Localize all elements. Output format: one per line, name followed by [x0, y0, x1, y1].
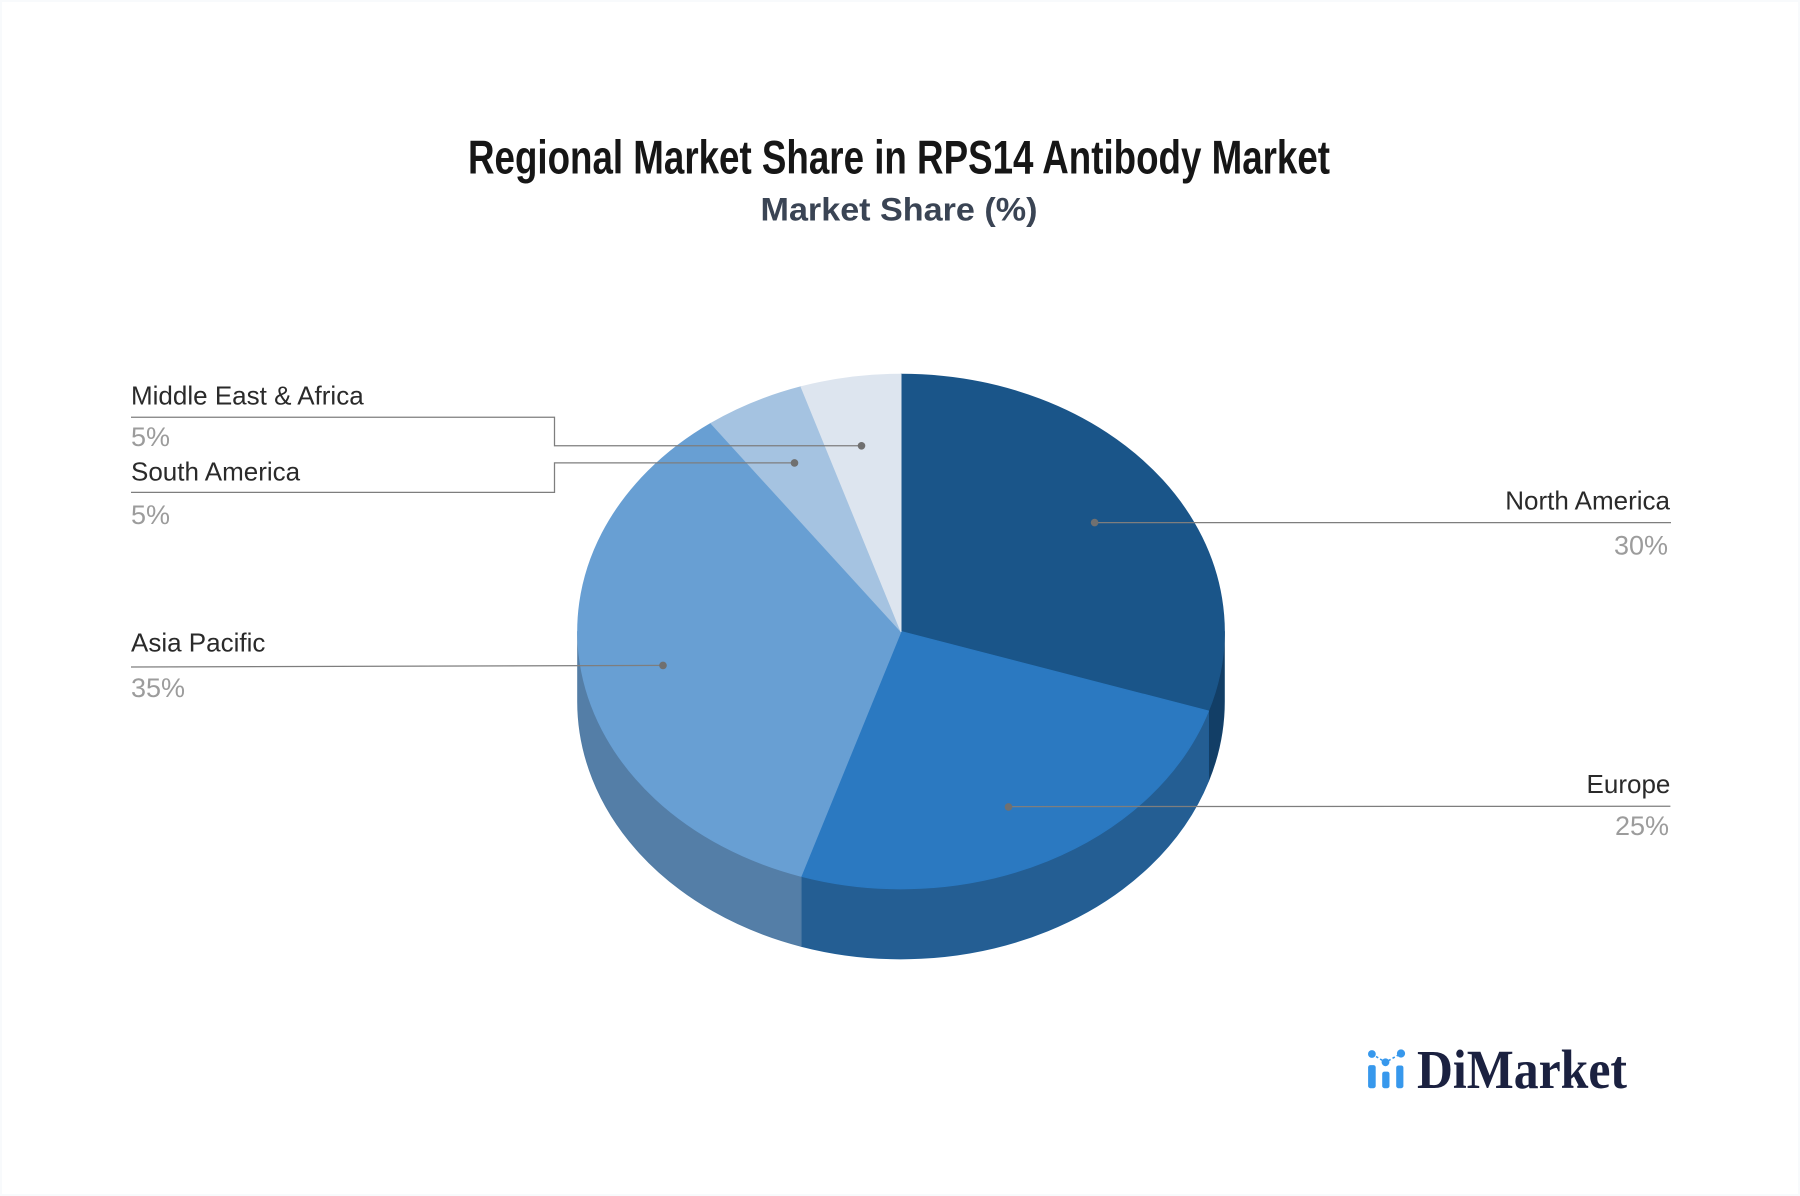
svg-text:5%: 5%	[131, 500, 170, 530]
svg-text:Middle East & Africa: Middle East & Africa	[131, 380, 364, 410]
svg-text:Regional Market Share in RPS14: Regional Market Share in RPS14 Antibody …	[468, 131, 1330, 184]
svg-text:North America: North America	[1505, 485, 1670, 515]
svg-text:5%: 5%	[131, 422, 170, 452]
svg-text:30%: 30%	[1614, 531, 1668, 561]
svg-text:Asia Pacific: Asia Pacific	[131, 628, 265, 658]
svg-text:DiMarket: DiMarket	[1417, 1039, 1628, 1100]
svg-text:35%: 35%	[131, 673, 185, 703]
svg-text:25%: 25%	[1615, 811, 1669, 841]
svg-text:Europe: Europe	[1587, 769, 1671, 799]
svg-text:South America: South America	[131, 456, 301, 486]
svg-text:Market Share (%): Market Share (%)	[761, 192, 1038, 228]
